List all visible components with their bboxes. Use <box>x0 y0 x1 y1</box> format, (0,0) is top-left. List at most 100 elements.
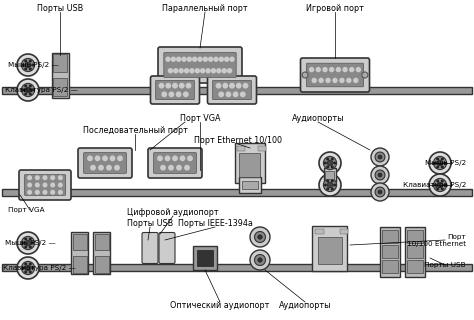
Circle shape <box>226 92 230 97</box>
Circle shape <box>32 242 33 244</box>
Circle shape <box>25 60 27 62</box>
Circle shape <box>437 160 443 166</box>
Circle shape <box>110 156 115 161</box>
Circle shape <box>43 190 47 194</box>
Circle shape <box>25 240 31 246</box>
Circle shape <box>51 176 55 180</box>
Circle shape <box>17 54 39 76</box>
Circle shape <box>350 68 354 72</box>
Text: Мышь PS/2 —: Мышь PS/2 — <box>5 240 56 246</box>
Bar <box>326 171 335 179</box>
FancyBboxPatch shape <box>208 76 256 104</box>
Text: Аудиопорты: Аудиопорты <box>279 301 331 310</box>
Bar <box>315 228 324 234</box>
Bar <box>380 227 400 277</box>
Circle shape <box>437 158 438 160</box>
Circle shape <box>25 238 27 240</box>
Bar <box>53 54 67 72</box>
Circle shape <box>173 84 177 88</box>
Circle shape <box>442 188 443 190</box>
Circle shape <box>327 188 328 190</box>
Circle shape <box>162 92 166 97</box>
Text: Порты USB: Порты USB <box>127 219 173 228</box>
Circle shape <box>323 68 327 72</box>
Circle shape <box>188 156 192 161</box>
Circle shape <box>337 68 340 72</box>
Circle shape <box>214 57 218 61</box>
Circle shape <box>29 271 31 273</box>
Circle shape <box>169 165 173 170</box>
Circle shape <box>180 156 185 161</box>
FancyBboxPatch shape <box>212 80 251 100</box>
Bar <box>239 153 261 177</box>
Circle shape <box>36 176 39 180</box>
Circle shape <box>176 92 181 97</box>
Circle shape <box>347 78 351 83</box>
Text: Последовательный порт: Последовательный порт <box>82 125 187 134</box>
Circle shape <box>219 57 223 61</box>
Circle shape <box>23 242 24 244</box>
FancyBboxPatch shape <box>158 47 242 83</box>
Circle shape <box>206 69 210 73</box>
Circle shape <box>43 176 47 180</box>
Bar <box>382 230 398 243</box>
Circle shape <box>319 174 341 196</box>
Circle shape <box>255 231 265 243</box>
Circle shape <box>158 156 162 161</box>
Circle shape <box>171 57 175 61</box>
FancyBboxPatch shape <box>19 170 71 200</box>
Circle shape <box>203 57 207 61</box>
Circle shape <box>433 156 447 170</box>
Circle shape <box>17 257 39 279</box>
Circle shape <box>192 57 197 61</box>
Circle shape <box>25 265 31 271</box>
FancyBboxPatch shape <box>301 58 370 92</box>
FancyBboxPatch shape <box>148 148 202 178</box>
FancyBboxPatch shape <box>151 76 200 104</box>
Circle shape <box>435 162 436 164</box>
Circle shape <box>32 267 33 269</box>
Circle shape <box>198 57 202 61</box>
Circle shape <box>29 246 31 248</box>
Bar <box>382 245 398 258</box>
FancyBboxPatch shape <box>306 63 364 87</box>
Circle shape <box>331 166 333 168</box>
Circle shape <box>241 92 245 97</box>
Circle shape <box>222 69 226 73</box>
Circle shape <box>23 267 24 269</box>
Bar <box>324 168 336 182</box>
Circle shape <box>334 162 336 164</box>
Bar <box>258 146 266 151</box>
Text: Порты USB: Порты USB <box>424 262 466 268</box>
Bar <box>73 234 87 251</box>
Circle shape <box>354 78 358 83</box>
FancyBboxPatch shape <box>24 175 66 195</box>
Circle shape <box>327 166 328 168</box>
Circle shape <box>159 84 164 88</box>
Circle shape <box>334 184 336 186</box>
Bar <box>318 237 342 264</box>
Circle shape <box>378 155 382 159</box>
Circle shape <box>91 165 95 170</box>
Circle shape <box>165 156 170 161</box>
Circle shape <box>161 165 165 170</box>
FancyBboxPatch shape <box>155 80 194 100</box>
Circle shape <box>179 69 183 73</box>
Bar <box>2 263 472 270</box>
Circle shape <box>310 68 314 72</box>
Circle shape <box>166 84 171 88</box>
Text: Клавиатура PS/2: Клавиатура PS/2 <box>402 182 466 188</box>
FancyBboxPatch shape <box>142 233 158 263</box>
Circle shape <box>250 250 270 270</box>
Circle shape <box>375 187 385 197</box>
Bar <box>72 232 89 274</box>
Text: Оптический аудиопорт: Оптический аудиопорт <box>170 301 270 310</box>
Circle shape <box>326 78 330 83</box>
Circle shape <box>327 182 333 188</box>
Circle shape <box>195 69 199 73</box>
Circle shape <box>255 254 265 266</box>
Circle shape <box>21 84 35 97</box>
Bar <box>312 226 347 270</box>
Circle shape <box>327 180 328 182</box>
Text: Клавиатура PS/2 —: Клавиатура PS/2 — <box>3 265 76 271</box>
